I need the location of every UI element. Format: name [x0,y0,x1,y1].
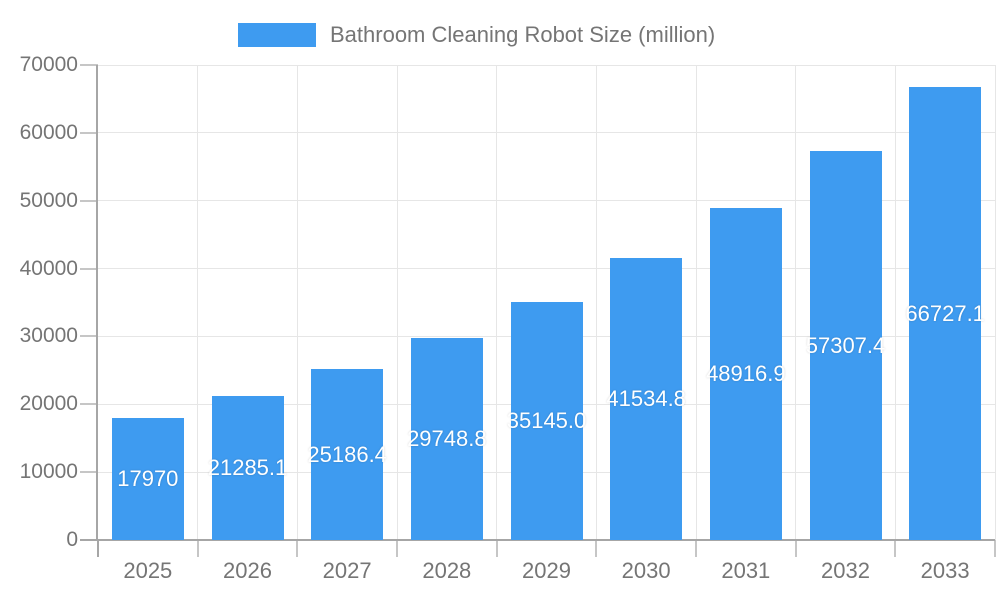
y-axis-label: 60000 [19,120,78,144]
x-gridline [396,65,398,540]
bar[interactable] [211,395,284,540]
y-tick [80,267,98,270]
bar-value-label: 29748.8 [407,426,487,452]
x-gridline [496,65,498,540]
x-axis-label: 2031 [721,558,771,583]
bar-value-label: 48916.9 [706,361,786,387]
x-gridline [197,65,199,540]
x-axis-label: 2027 [322,558,372,583]
y-tick [80,335,98,338]
y-axis-label: 50000 [19,188,78,212]
y-axis-label: 30000 [19,324,78,348]
y-tick [80,471,98,474]
bar[interactable] [111,418,184,540]
y-gridline [98,64,995,66]
y-tick [80,64,98,66]
y-axis-line [96,65,98,540]
bar-value-label: 41534.8 [606,386,686,412]
x-gridline [595,65,597,540]
y-tick [80,403,98,406]
x-tick [695,540,697,557]
x-axis-label: 2025 [123,558,173,583]
x-axis-label: 2030 [621,558,671,583]
x-tick [894,540,897,557]
x-tick [396,540,398,557]
y-axis-label: 0 [66,528,78,551]
x-tick [495,540,498,557]
bar-value-label: 57307.4 [805,332,886,358]
x-gridline [695,65,697,540]
x-tick [97,540,99,557]
x-axis-label: 2032 [821,558,870,583]
x-gridline [894,65,896,540]
bar[interactable] [809,151,882,540]
x-axis-label: 2029 [522,558,571,583]
legend-label: Bathroom Cleaning Robot Size (million) [330,22,716,47]
bar[interactable] [709,208,782,540]
bar[interactable] [410,338,483,540]
y-axis-label: 70000 [19,53,78,76]
bar[interactable] [610,258,683,540]
x-tick [794,540,797,557]
y-axis-label: 20000 [19,392,78,416]
bar-value-label: 17970 [117,466,179,492]
y-tick [80,199,98,202]
y-gridline [98,132,995,134]
x-axis-label: 2033 [920,558,970,583]
bar[interactable] [510,301,583,540]
bar-value-label: 66727.1 [905,300,985,326]
y-gridline [98,268,995,270]
x-gridline [994,65,996,540]
bar[interactable] [909,87,982,540]
legend-swatch [238,23,316,47]
x-tick [595,540,598,557]
bar-value-label: 25186.4 [307,441,387,467]
x-tick [994,540,996,557]
bar-value-label: 35145.0 [506,407,587,433]
legend[interactable]: Bathroom Cleaning Robot Size (million) [238,22,715,48]
x-tick [296,540,299,557]
x-gridline [795,65,797,540]
y-axis-label: 40000 [19,256,78,280]
x-axis-label: 2026 [223,558,272,583]
y-axis-label: 10000 [19,460,78,484]
x-axis-label: 2028 [422,558,472,583]
bar[interactable] [311,369,384,540]
x-gridline [296,65,298,540]
y-gridline [98,200,995,202]
x-axis-line [80,539,995,541]
y-tick [80,131,98,134]
x-tick [196,540,199,557]
bar-value-label: 21285.1 [207,454,288,480]
